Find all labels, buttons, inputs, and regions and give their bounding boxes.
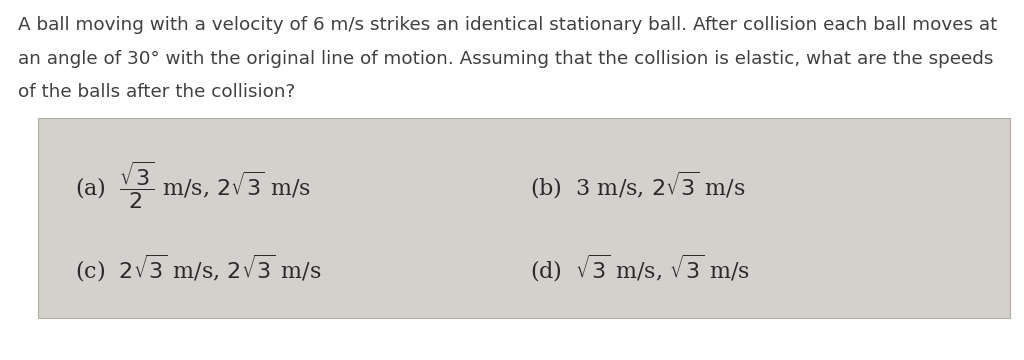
Text: of the balls after the collision?: of the balls after the collision? bbox=[18, 83, 295, 101]
Text: A ball moving with a velocity of 6 m/s strikes an identical stationary ball. Aft: A ball moving with a velocity of 6 m/s s… bbox=[18, 16, 997, 34]
Text: (d)  $\sqrt{3}$ m/s, $\sqrt{3}$ m/s: (d) $\sqrt{3}$ m/s, $\sqrt{3}$ m/s bbox=[530, 252, 750, 284]
Text: (b)  3 m/s, $2\sqrt{3}$ m/s: (b) 3 m/s, $2\sqrt{3}$ m/s bbox=[530, 169, 745, 201]
Text: (a)  $\dfrac{\sqrt{3}}{2}$ m/s, $2\sqrt{3}$ m/s: (a) $\dfrac{\sqrt{3}}{2}$ m/s, $2\sqrt{3… bbox=[75, 159, 311, 211]
FancyBboxPatch shape bbox=[38, 118, 1010, 318]
Text: an angle of 30° with the original line of motion. Assuming that the collision is: an angle of 30° with the original line o… bbox=[18, 50, 993, 68]
Text: (c)  $2\sqrt{3}$ m/s, $2\sqrt{3}$ m/s: (c) $2\sqrt{3}$ m/s, $2\sqrt{3}$ m/s bbox=[75, 252, 322, 284]
